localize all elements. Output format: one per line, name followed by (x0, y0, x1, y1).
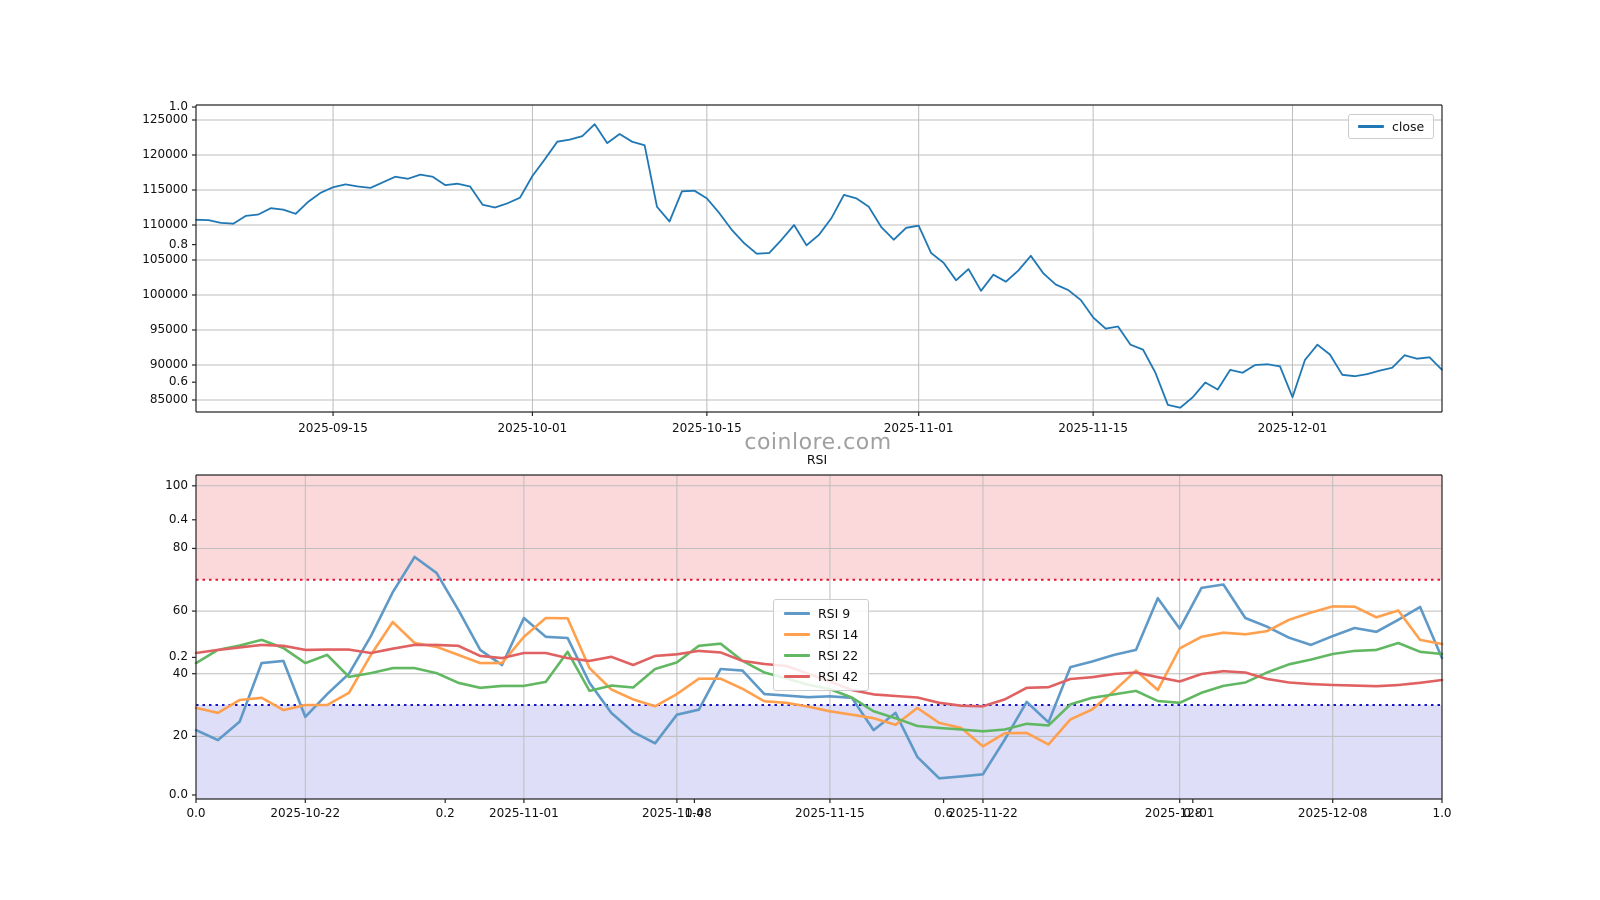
legend-rsi-row: RSI 42 (784, 669, 858, 684)
rsi-x-tick-label: 2025-11-15 (795, 806, 865, 820)
price-y-tick-label: 105000 (142, 252, 188, 266)
legend-rsi-label: RSI 42 (818, 669, 859, 684)
rsi-y-tick-label: 40 (172, 665, 188, 680)
rsi-y-tick-label: 20 (172, 728, 188, 743)
rsi-x-tick-label: 2025-11-01 (489, 806, 559, 820)
rsi-y-tick-label: 60 (172, 603, 188, 618)
outer-x-tick-label: 0.4 (684, 806, 704, 820)
legend-rsi-row: RSI 22 (784, 648, 858, 663)
price-y-tick-label: 95000 (149, 322, 188, 336)
legend-close: close (1348, 114, 1435, 139)
rsi-x-tick-label: 2025-10-22 (270, 806, 341, 820)
rsi-line-swatch-3 (784, 654, 810, 657)
price-x-tick-label: 2025-09-15 (298, 421, 368, 435)
rsi-x-tick-label: 2025-12-01 (1144, 806, 1215, 820)
rsi-y-tick-label: 100 (165, 477, 188, 492)
legend-rsi-label: RSI 22 (818, 648, 859, 663)
overbought-band (196, 475, 1442, 580)
price-x-tick-label: 2025-10-15 (671, 421, 742, 435)
rsi-panel-title: RSI (806, 452, 828, 467)
outer-x-tick-label: 0.6 (934, 806, 954, 820)
outer-y-tick-label: 0.8 (168, 236, 188, 251)
rsi-x-tick-label: 2025-12-08 (1297, 806, 1368, 820)
outer-x-tick-label: 1.0 (1432, 806, 1452, 820)
price-y-tick-label: 125000 (142, 112, 188, 126)
close-line-swatch (1358, 125, 1384, 128)
price-y-tick-label: 90000 (149, 357, 188, 371)
outer-y-tick-label: 0.0 (168, 787, 188, 801)
legend-rsi-label: RSI 14 (818, 627, 859, 642)
watermark: coinlore.com (744, 430, 892, 455)
rsi-x-tick-label: 2025-11-22 (948, 806, 1018, 820)
outer-x-tick-label: 0.8 (1183, 806, 1203, 820)
price-x-tick-label: 2025-11-01 (883, 421, 954, 435)
price-y-tick-label: 115000 (142, 182, 188, 196)
rsi-series-line-2 (194, 605, 1444, 748)
price-x-tick-label: 2025-11-15 (1058, 421, 1128, 435)
price-y-tick-label: 110000 (142, 217, 188, 231)
price-y-tick-label: 100000 (142, 287, 188, 301)
oversold-band (196, 705, 1442, 799)
outer-x-tick-label: 0.2 (435, 806, 455, 820)
rsi-series-line-1 (194, 555, 1444, 780)
legend-rsi: RSI 9 RSI 14 RSI 22 RSI 42 (773, 599, 870, 691)
price-y-tick-label: 85000 (149, 392, 188, 406)
legend-close-label: close (1392, 119, 1425, 134)
price-x-tick-label: 2025-12-01 (1257, 421, 1328, 435)
rsi-line-swatch-1 (784, 612, 810, 615)
legend-rsi-row: RSI 9 (784, 606, 858, 621)
rsi-line-swatch-2 (784, 633, 810, 636)
rsi-line-swatch-4 (784, 675, 810, 678)
price-y-tick-label: 120000 (142, 147, 188, 161)
outer-x-tick-label: 0.0 (186, 806, 206, 820)
price-x-tick-label: 2025-10-01 (497, 421, 568, 435)
legend-rsi-label: RSI 9 (818, 606, 851, 621)
rsi-x-tick-label: 2025-11-08 (642, 806, 712, 820)
outer-y-tick-label: 1.0 (168, 99, 188, 113)
outer-y-tick-label: 0.6 (168, 374, 188, 389)
rsi-y-tick-label: 80 (172, 540, 188, 555)
outer-y-tick-label: 0.2 (168, 649, 188, 664)
legend-rsi-row: RSI 14 (784, 627, 858, 642)
outer-y-tick-label: 0.4 (168, 511, 188, 526)
close-series-line (195, 123, 1443, 409)
